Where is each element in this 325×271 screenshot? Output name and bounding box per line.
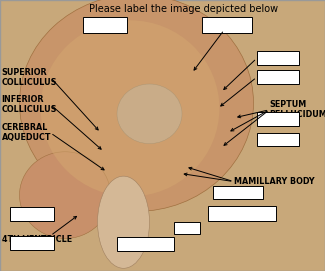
Ellipse shape: [98, 176, 150, 268]
Bar: [83, 17, 127, 33]
Bar: [10, 236, 54, 250]
Bar: [202, 17, 252, 33]
Ellipse shape: [20, 152, 111, 238]
Bar: [257, 112, 299, 126]
Bar: [174, 222, 200, 234]
Bar: [10, 207, 54, 221]
Bar: [257, 51, 299, 65]
Ellipse shape: [117, 84, 182, 144]
Bar: [213, 186, 263, 199]
Text: SUPERIOR
COLLICULUS: SUPERIOR COLLICULUS: [2, 68, 57, 87]
Text: INFERIOR
COLLICULUS: INFERIOR COLLICULUS: [2, 95, 57, 114]
Text: Please label the image depicted below: Please label the image depicted below: [89, 4, 278, 14]
Text: 4TH VENTRICLE: 4TH VENTRICLE: [2, 235, 72, 244]
Text: SEPTUM
PELLUCIDUM: SEPTUM PELLUCIDUM: [270, 100, 325, 119]
Bar: [117, 237, 174, 251]
Text: MAMILLARY BODY: MAMILLARY BODY: [234, 177, 315, 186]
Bar: [257, 70, 299, 84]
Text: CEREBRAL
AQUEDUCT: CEREBRAL AQUEDUCT: [2, 123, 51, 142]
Bar: [257, 133, 299, 146]
Ellipse shape: [41, 20, 219, 196]
Ellipse shape: [20, 0, 254, 211]
Bar: [208, 206, 276, 221]
